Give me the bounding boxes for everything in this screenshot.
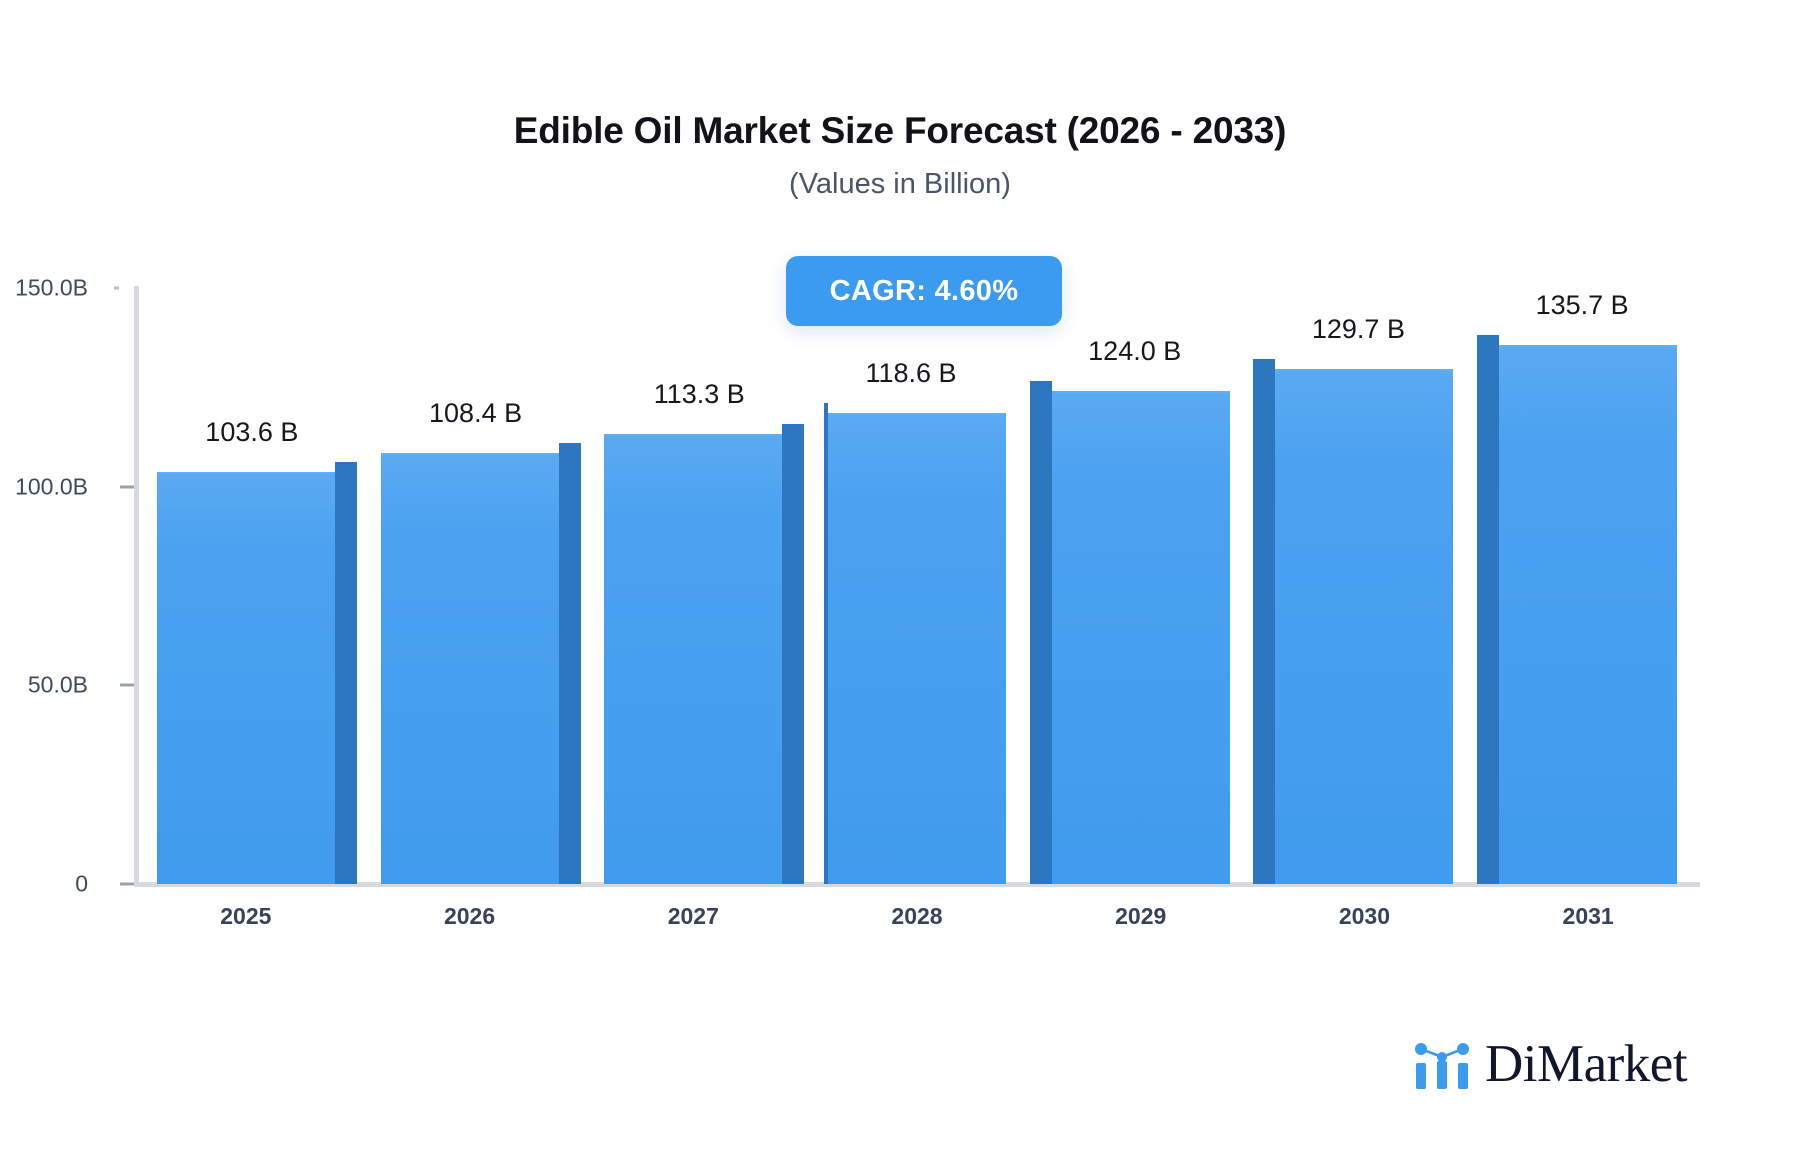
- bar-side-face: [1029, 381, 1052, 884]
- bar-front-face: [1051, 391, 1230, 884]
- bar-front-face: [1499, 344, 1678, 884]
- y-tick-label: 150.0B: [15, 274, 88, 301]
- bar-front-face: [1275, 368, 1454, 884]
- bar-value-label: 129.7 B: [1311, 313, 1405, 344]
- bar-value-label: 108.4 B: [429, 398, 523, 429]
- x-tick-label-2031: 2031: [1562, 903, 1614, 929]
- x-tick-label-2030: 2030: [1338, 903, 1391, 929]
- bar-2031[interactable]: [1477, 334, 1678, 884]
- y-tick-mark: [114, 286, 119, 290]
- brand-logo: DiMarket: [1414, 1035, 1688, 1093]
- logo-text: DiMarket: [1485, 1035, 1688, 1093]
- y-axis-line: [134, 286, 139, 887]
- bar-2025[interactable]: [156, 462, 357, 884]
- page-title: Edible Oil Market Size Forecast (2026 - …: [513, 110, 1287, 151]
- y-tick-label: 100.0B: [15, 473, 88, 500]
- x-tick-label-2027: 2027: [667, 903, 719, 929]
- bar-side-face: [824, 402, 828, 884]
- bar-side-face: [1477, 334, 1500, 884]
- x-tick-label-2026: 2026: [443, 903, 496, 929]
- x-tick-label-2028: 2028: [891, 903, 943, 929]
- bar-2029[interactable]: [1029, 381, 1230, 884]
- bar-value-label: 113.3 B: [653, 378, 745, 409]
- cagr-badge: CAGR: 4.60%: [786, 256, 1062, 326]
- bar-value-label: 124.0 B: [1088, 336, 1182, 367]
- y-tick-label: 50.0B: [27, 671, 88, 698]
- bar-value-label: 103.6 B: [205, 417, 299, 448]
- bar-side-face: [782, 423, 805, 884]
- y-tick-mark: [120, 485, 134, 489]
- bar-front-face: [604, 433, 783, 884]
- cagr-badge-label: CAGR: 4.60%: [829, 274, 1019, 307]
- chart-subtitle: (Values in Billion): [789, 168, 1011, 200]
- bar-front-face: [828, 412, 1006, 884]
- x-tick-label-2029: 2029: [1115, 903, 1167, 929]
- bar-side-face: [1253, 358, 1276, 884]
- y-tick-label: 0: [75, 870, 88, 897]
- bar-value-label: 135.7 B: [1535, 289, 1629, 320]
- x-tick-label-2025: 2025: [220, 903, 272, 929]
- bar-side-face: [558, 443, 581, 884]
- bar-2030[interactable]: [1253, 358, 1454, 884]
- bar-2026[interactable]: [380, 443, 581, 884]
- bar-2028[interactable]: [824, 402, 1006, 884]
- bar-front-face: [380, 453, 559, 884]
- bar-front-face: [156, 472, 335, 884]
- y-tick-mark: [120, 683, 134, 687]
- bar-side-face: [334, 462, 357, 884]
- x-axis-line: [134, 882, 1700, 887]
- bar-value-label: 118.6 B: [865, 357, 957, 388]
- bar-chart-logo-icon: [1415, 1042, 1469, 1089]
- bar-2027[interactable]: [604, 423, 805, 884]
- y-tick-mark: [120, 882, 134, 886]
